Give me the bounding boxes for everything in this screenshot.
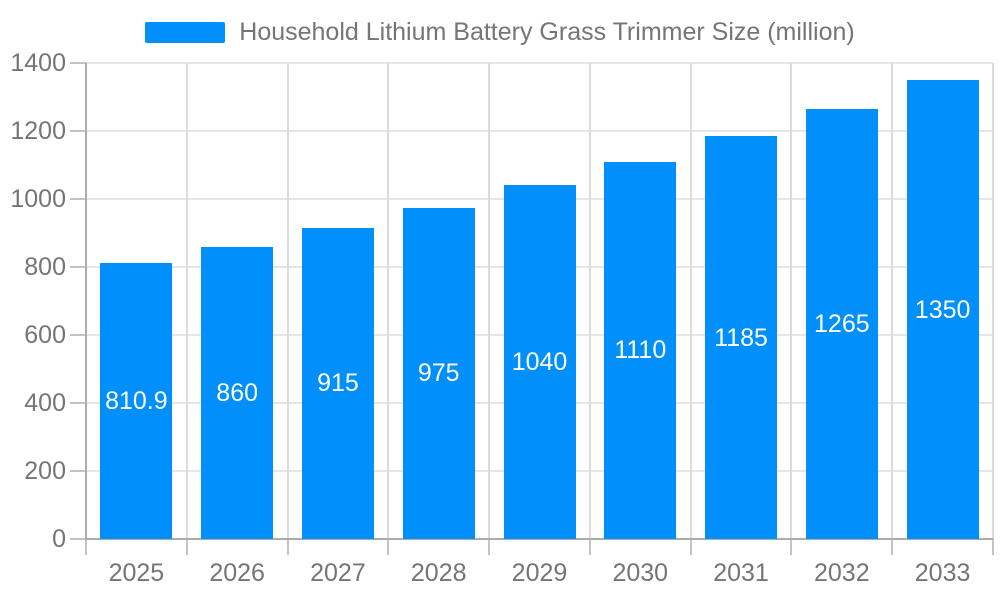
x-axis-tick bbox=[790, 539, 793, 555]
y-axis-label: 600 bbox=[24, 321, 66, 349]
gridline-vertical bbox=[588, 63, 591, 539]
x-axis-label: 2032 bbox=[814, 559, 870, 587]
x-axis-tick bbox=[588, 539, 591, 555]
bar-value-label: 1265 bbox=[814, 309, 870, 338]
gridline-vertical bbox=[992, 63, 994, 539]
y-axis-label: 1000 bbox=[10, 185, 66, 213]
y-axis-tick bbox=[70, 266, 86, 268]
x-axis-label: 2030 bbox=[612, 559, 669, 587]
x-axis-tick bbox=[488, 539, 491, 555]
bar-value-label: 1040 bbox=[511, 348, 568, 377]
legend-swatch-icon bbox=[145, 22, 226, 43]
y-axis-label: 400 bbox=[24, 389, 66, 417]
x-axis-label: 2031 bbox=[713, 559, 769, 587]
y-axis-label: 1400 bbox=[10, 49, 66, 77]
x-axis-tick bbox=[387, 539, 390, 555]
x-axis-label: 2025 bbox=[108, 559, 165, 587]
x-axis-label: 2027 bbox=[310, 559, 366, 587]
bar[interactable] bbox=[301, 227, 374, 539]
bar[interactable] bbox=[705, 136, 778, 539]
y-axis-tick bbox=[70, 538, 86, 540]
x-axis-label: 2026 bbox=[209, 559, 265, 587]
bar[interactable] bbox=[503, 185, 576, 539]
x-axis-label: 2029 bbox=[511, 559, 568, 587]
bar[interactable] bbox=[906, 80, 979, 539]
x-axis-tick bbox=[689, 539, 692, 555]
y-axis-line bbox=[85, 63, 87, 539]
bar[interactable] bbox=[100, 263, 173, 539]
gridline-vertical bbox=[488, 63, 491, 539]
x-axis-tick bbox=[992, 539, 994, 555]
x-axis-tick bbox=[85, 539, 87, 555]
bar-value-label: 1350 bbox=[914, 295, 971, 324]
y-axis-tick bbox=[70, 470, 86, 472]
x-axis-line bbox=[85, 538, 993, 540]
gridline-vertical bbox=[689, 63, 692, 539]
bar[interactable] bbox=[402, 207, 475, 539]
legend-label: Household Lithium Battery Grass Trimmer … bbox=[239, 18, 855, 46]
bar[interactable] bbox=[201, 246, 274, 539]
legend-item[interactable]: Household Lithium Battery Grass Trimmer … bbox=[0, 20, 1000, 45]
y-axis-tick bbox=[70, 130, 86, 132]
bar-value-label: 860 bbox=[216, 378, 259, 407]
gridline-vertical bbox=[387, 63, 390, 539]
bar-value-label: 810.9 bbox=[105, 387, 168, 416]
y-axis-label: 200 bbox=[24, 457, 66, 485]
gridline-horizontal bbox=[86, 62, 993, 64]
x-axis-label: 2028 bbox=[410, 559, 467, 587]
gridline-vertical bbox=[286, 63, 289, 539]
gridline-vertical bbox=[790, 63, 793, 539]
bar-value-label: 1110 bbox=[614, 336, 667, 365]
y-axis-label: 1200 bbox=[10, 117, 66, 145]
gridline-horizontal bbox=[86, 130, 993, 132]
gridline-vertical bbox=[185, 63, 188, 539]
x-axis-label: 2033 bbox=[914, 559, 971, 587]
y-axis-label: 800 bbox=[24, 253, 66, 281]
y-axis-tick bbox=[70, 198, 86, 200]
y-axis-tick bbox=[70, 334, 86, 336]
y-axis-tick bbox=[70, 62, 86, 64]
gridline-vertical bbox=[891, 63, 894, 539]
x-axis-tick bbox=[891, 539, 894, 555]
x-axis-tick bbox=[286, 539, 289, 555]
y-axis-label: 0 bbox=[52, 525, 66, 553]
bar[interactable] bbox=[604, 161, 677, 539]
x-axis-tick bbox=[185, 539, 188, 555]
bar-value-label: 1185 bbox=[714, 323, 768, 352]
y-axis-tick bbox=[70, 402, 86, 404]
bar-value-label: 975 bbox=[417, 359, 460, 388]
bar[interactable] bbox=[805, 108, 878, 539]
bar-value-label: 915 bbox=[317, 369, 359, 398]
